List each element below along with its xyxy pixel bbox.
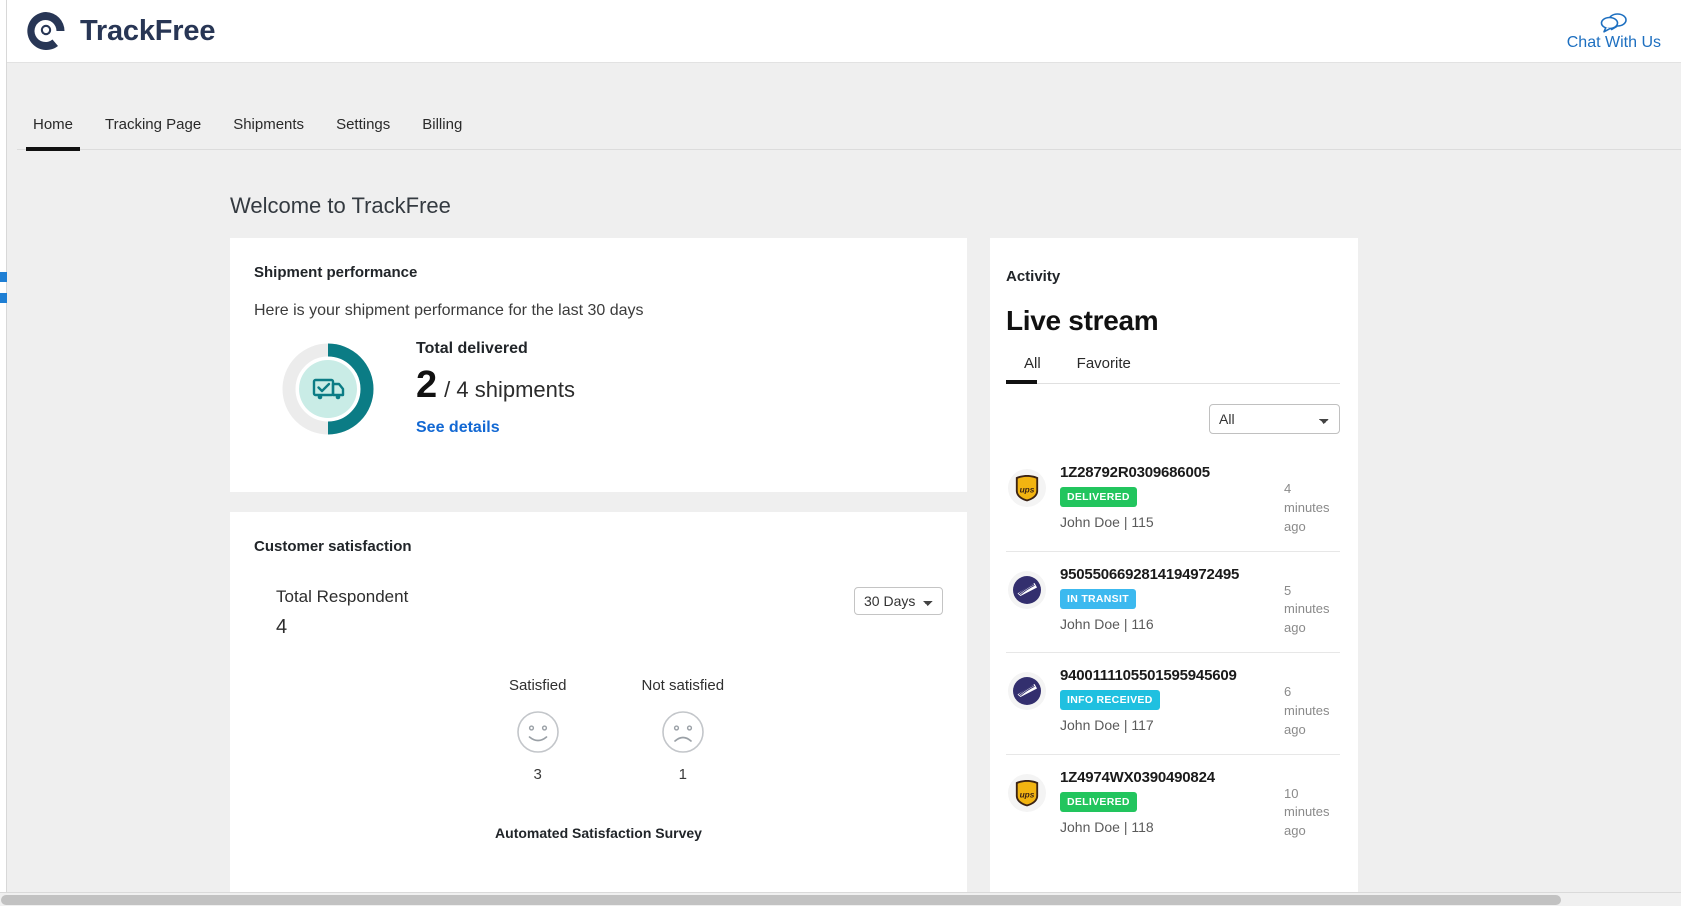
smiley-happy-icon [516, 710, 560, 754]
activity-list: ups 1Z28792R0309686005 DELIVERED John Do… [1006, 450, 1340, 855]
activity-item-time: 4 minutes ago [1284, 481, 1330, 534]
activity-item-who: John Doe | 115 [1060, 514, 1154, 530]
activity-filter-row: All Delivered In Transit Info Received [1006, 404, 1340, 434]
shipment-performance-card: Shipment performance Here is your shipme… [230, 238, 967, 492]
page-title: Welcome to TrackFree [230, 193, 451, 218]
activity-item-main: 1Z28792R0309686005 DELIVERED John Doe | … [1060, 464, 1270, 530]
brand[interactable]: TrackFree [25, 10, 215, 52]
satisfaction-faces: Satisfied 3 Not satisfied [254, 677, 943, 783]
activity-card: Activity Live stream All Favorite All De… [990, 238, 1358, 906]
delivered-donut-chart [282, 343, 374, 435]
not-satisfied-label: Not satisfied [641, 677, 725, 694]
rail-marker-1 [0, 272, 7, 282]
status-badge: DELIVERED [1060, 791, 1137, 812]
svg-text:ups: ups [1020, 485, 1035, 495]
horizontal-scrollbar[interactable] [0, 892, 1681, 906]
activity-filter-select[interactable]: All Delivered In Transit Info Received [1209, 404, 1340, 434]
delivered-denominator: / 4 shipments [444, 377, 575, 402]
ups-logo-icon: ups [1008, 773, 1046, 812]
usps-logo-icon [1008, 672, 1046, 711]
main-nav-tabs: Home Tracking Page Shipments Settings Bi… [17, 116, 1681, 151]
activity-item-time: 5 minutes ago [1284, 582, 1330, 636]
app-header: TrackFree Chat With Us [7, 0, 1681, 63]
list-item[interactable]: ups 1Z4974WX0390490824 DELIVERED John Do… [1006, 755, 1340, 856]
left-rail [0, 0, 7, 906]
tab-home[interactable]: Home [17, 116, 89, 151]
tab-settings[interactable]: Settings [336, 116, 391, 133]
tracking-number: 1Z4974WX0390490824 [1060, 768, 1215, 786]
activity-kicker: Activity [1006, 268, 1061, 285]
activity-item-who: John Doe | 118 [1060, 818, 1154, 835]
activity-tab-favorite[interactable]: Favorite [1076, 355, 1131, 372]
shipment-performance-subtitle: Here is your shipment performance for th… [254, 302, 644, 319]
activity-item-who: John Doe | 116 [1060, 615, 1154, 632]
not-satisfied-count: 1 [678, 766, 687, 783]
activity-item-who: John Doe | 117 [1060, 717, 1154, 734]
activity-item-main: 9400111105501595945609 INFO RECEIVED Joh… [1060, 667, 1270, 733]
activity-item-time: 10 minutes ago [1284, 785, 1330, 839]
satisfied-label: Satisfied [508, 677, 567, 694]
status-badge: IN TRANSIT [1060, 588, 1136, 609]
activity-item-main: 1Z4974WX0390490824 DELIVERED John Doe | … [1060, 769, 1270, 835]
automated-survey-title: Automated Satisfaction Survey [495, 825, 702, 841]
status-badge: INFO RECEIVED [1060, 690, 1160, 711]
total-respondent-label: Total Respondent [276, 587, 409, 606]
delivered-stats: Total delivered 2 / 4 shipments See deta… [416, 340, 575, 437]
live-stream-heading: Live stream [1006, 305, 1159, 336]
customer-satisfaction-summary: Total Respondent 4 30 Days 7 Days 90 Day… [254, 587, 943, 639]
delivered-count: 2 [416, 364, 438, 406]
satisfied-count: 3 [533, 766, 542, 783]
list-item[interactable]: ups 1Z28792R0309686005 DELIVERED John Do… [1006, 450, 1340, 552]
activity-item-main: 9505506692814194972495 IN TRANSIT John D… [1060, 566, 1270, 632]
horizontal-scrollbar-thumb[interactable] [1, 895, 1561, 905]
tab-tracking-page[interactable]: Tracking Page [105, 116, 202, 133]
tracking-number: 9400111105501595945609 [1060, 667, 1237, 685]
customer-satisfaction-card: Customer satisfaction Total Respondent 4… [230, 512, 967, 906]
total-respondent-value: 4 [276, 616, 288, 638]
activity-tab-all[interactable]: All [1006, 355, 1059, 384]
total-respondent-block: Total Respondent 4 [254, 587, 408, 639]
page-content: Welcome to TrackFree Shipment performanc… [7, 150, 1681, 906]
tab-billing[interactable]: Billing [422, 116, 463, 133]
total-delivered-label: Total delivered [416, 340, 528, 357]
customer-satisfaction-title: Customer satisfaction [254, 538, 412, 555]
delivery-truck-check-icon [312, 378, 345, 399]
ups-logo-icon: ups [1008, 469, 1046, 507]
rail-marker-2 [0, 293, 7, 303]
activity-tabs: All Favorite [1006, 355, 1340, 384]
list-item[interactable]: 9505506692814194972495 IN TRANSIT John D… [1006, 552, 1340, 654]
not-satisfied-column: Not satisfied 1 [642, 677, 725, 783]
main-nav: Home Tracking Page Shipments Settings Bi… [7, 63, 1681, 151]
chat-with-us-label: Chat With Us [1566, 33, 1661, 51]
chat-with-us-button[interactable]: Chat With Us [1567, 12, 1663, 51]
list-item[interactable]: 9400111105501595945609 INFO RECEIVED Joh… [1006, 653, 1340, 755]
total-delivered-value: 2 / 4 shipments [416, 366, 575, 404]
see-details-link[interactable]: See details [416, 419, 500, 436]
tracking-number: 9505506692814194972495 [1060, 565, 1240, 583]
shipment-performance-title: Shipment performance [254, 264, 418, 281]
chat-bubbles-icon [1599, 12, 1629, 34]
shipment-performance-body: Total delivered 2 / 4 shipments See deta… [254, 340, 939, 437]
trackfree-logo-icon [25, 10, 67, 52]
svg-text:ups: ups [1020, 789, 1035, 799]
satisfied-column: Satisfied 3 [509, 677, 567, 783]
tab-shipments[interactable]: Shipments [233, 116, 305, 133]
satisfaction-period-select[interactable]: 30 Days 7 Days 90 Days [854, 587, 943, 615]
brand-name: TrackFree [80, 14, 216, 47]
activity-item-time: 6 minutes ago [1284, 684, 1330, 737]
status-badge: DELIVERED [1060, 487, 1137, 507]
smiley-sad-icon [661, 710, 705, 754]
usps-logo-icon [1008, 570, 1046, 609]
tracking-number: 1Z28792R0309686005 [1060, 464, 1210, 481]
